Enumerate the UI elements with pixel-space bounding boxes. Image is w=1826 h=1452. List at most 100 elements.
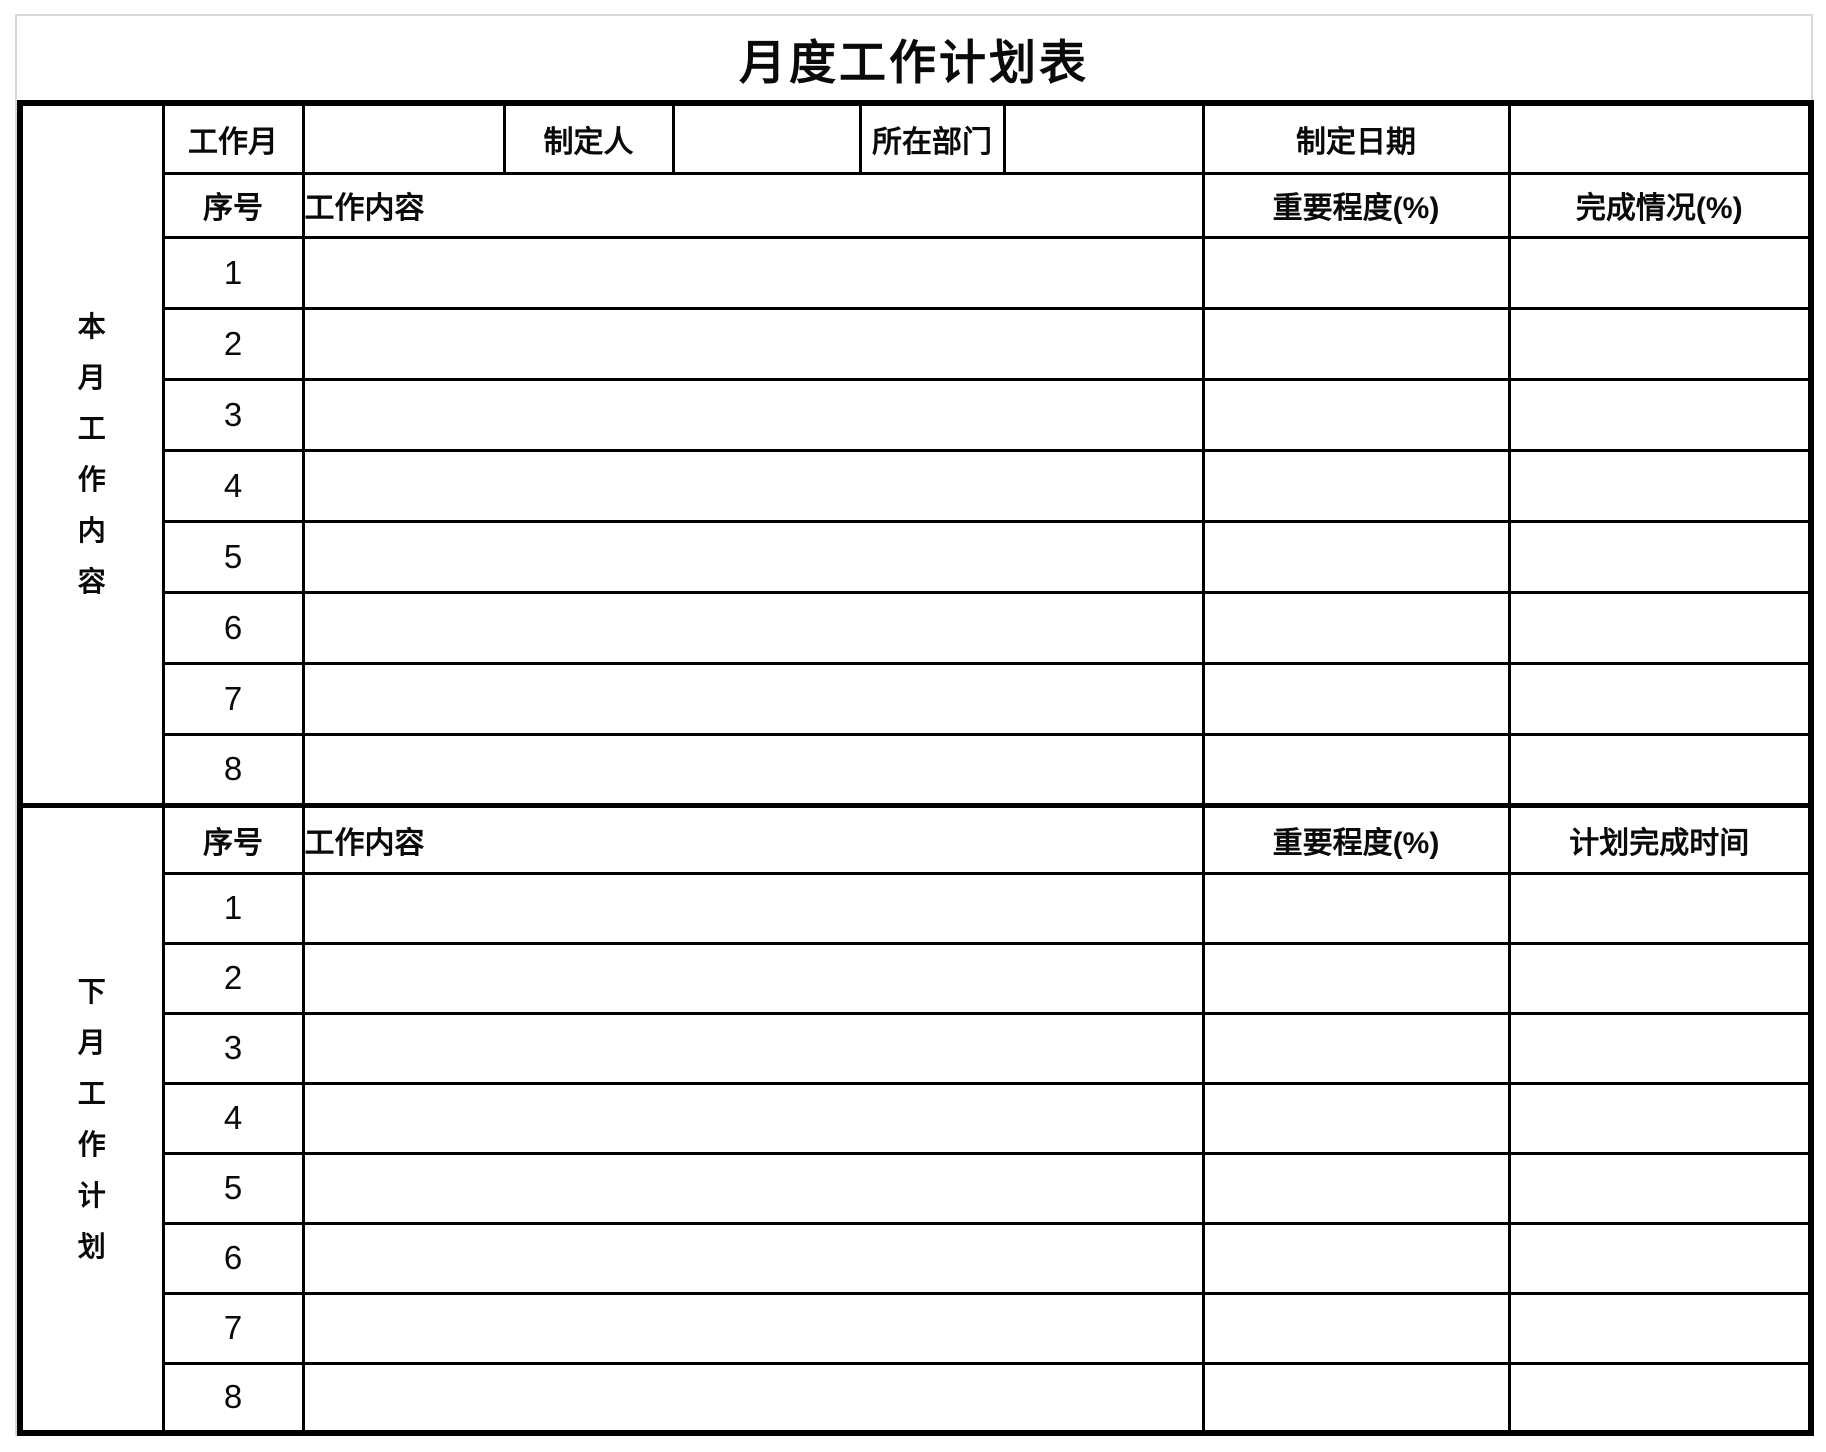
completion-cell[interactable] [1507, 519, 1813, 594]
row-number: 8 [161, 1361, 305, 1435]
importance-cell[interactable] [1201, 1081, 1511, 1155]
completion-cell[interactable] [1507, 306, 1813, 381]
content-cell[interactable] [301, 1361, 1205, 1435]
deadline-cell[interactable] [1507, 1081, 1813, 1155]
table-row: 3 [20, 1011, 1813, 1085]
section-current-header-row: 序号 工作内容 重要程度(%) 完成情况(%) [20, 171, 1813, 239]
table-row: 6 [20, 590, 1813, 665]
importance-cell[interactable] [1201, 732, 1511, 807]
date-value-cell[interactable] [1507, 101, 1813, 175]
content-cell[interactable] [301, 448, 1205, 523]
table-row: 3 [20, 377, 1813, 452]
work-month-label: 工作月 [161, 101, 305, 175]
table-row: 7 [20, 1291, 1813, 1365]
importance-cell[interactable] [1201, 306, 1511, 381]
content-cell[interactable] [301, 1011, 1205, 1085]
deadline-cell[interactable] [1507, 1361, 1813, 1435]
completion-cell[interactable] [1507, 235, 1813, 310]
row-number: 5 [161, 1151, 305, 1225]
table-row: 5 [20, 1151, 1813, 1225]
content-cell[interactable] [301, 377, 1205, 452]
section-current-side-label: 本 月 工 作 内 容 [18, 101, 165, 807]
info-header-row: 本 月 工 作 内 容 工作月 制定人 所在部门 制定日期 [18, 101, 1813, 807]
row-number: 7 [161, 1291, 305, 1365]
monthly-plan-table: 本 月 工 作 内 容 工作月 制定人 所在部门 制定日期 序号 工作内容 重要… [17, 100, 1814, 1436]
col-header-importance: 重要程度(%) [1201, 802, 1511, 875]
col-header-content: 工作内容 [301, 171, 1205, 239]
work-month-value-cell[interactable] [301, 101, 506, 175]
row-number: 5 [161, 519, 305, 594]
content-cell[interactable] [301, 941, 1205, 1015]
table-row: 8 [20, 732, 1813, 807]
table-row: 5 [20, 519, 1813, 594]
content-cell[interactable] [301, 1221, 1205, 1295]
content-cell[interactable] [301, 1081, 1205, 1155]
deadline-cell[interactable] [1507, 1011, 1813, 1085]
page-title: 月度工作计划表 [739, 35, 1089, 89]
row-number: 1 [161, 871, 305, 945]
importance-cell[interactable] [1201, 590, 1511, 665]
completion-cell[interactable] [1507, 732, 1813, 807]
table-row: 4 [20, 448, 1813, 523]
creator-value-cell[interactable] [671, 101, 862, 175]
row-number: 3 [161, 1011, 305, 1085]
department-value-cell[interactable] [1002, 101, 1205, 175]
completion-cell[interactable] [1507, 448, 1813, 523]
importance-cell[interactable] [1201, 377, 1511, 452]
importance-cell[interactable] [1201, 1361, 1511, 1435]
deadline-cell[interactable] [1507, 941, 1813, 1015]
col-header-no: 序号 [161, 171, 305, 239]
table-row: 2 [20, 941, 1813, 1015]
content-cell[interactable] [301, 1151, 1205, 1225]
importance-cell[interactable] [1201, 448, 1511, 523]
table-row: 6 [20, 1221, 1813, 1295]
importance-cell[interactable] [1201, 235, 1511, 310]
col-header-deadline: 计划完成时间 [1507, 802, 1813, 875]
content-cell[interactable] [301, 519, 1205, 594]
content-cell[interactable] [301, 590, 1205, 665]
content-cell[interactable] [301, 732, 1205, 807]
table-row: 4 [20, 1081, 1813, 1155]
importance-cell[interactable] [1201, 519, 1511, 594]
row-number: 7 [161, 661, 305, 736]
content-cell[interactable] [301, 235, 1205, 310]
row-number: 6 [161, 590, 305, 665]
section-next-side-label: 下 月 工 作 计 划 [18, 802, 165, 1435]
department-label: 所在部门 [858, 101, 1006, 175]
row-number: 4 [161, 448, 305, 523]
table-row: 2 [20, 306, 1813, 381]
importance-cell[interactable] [1201, 871, 1511, 945]
content-cell[interactable] [301, 1291, 1205, 1365]
title-bar: 月度工作计划表 [17, 16, 1811, 100]
deadline-cell[interactable] [1507, 1221, 1813, 1295]
col-header-importance: 重要程度(%) [1201, 171, 1511, 239]
deadline-cell[interactable] [1507, 1151, 1813, 1225]
importance-cell[interactable] [1201, 1221, 1511, 1295]
row-number: 8 [161, 732, 305, 807]
row-number: 2 [161, 941, 305, 1015]
importance-cell[interactable] [1201, 941, 1511, 1015]
completion-cell[interactable] [1507, 661, 1813, 736]
content-cell[interactable] [301, 661, 1205, 736]
deadline-cell[interactable] [1507, 1291, 1813, 1365]
importance-cell[interactable] [1201, 1151, 1511, 1225]
print-area: 月度工作计划表 本 月 工 作 内 容 工作月 制定人 所 [15, 14, 1814, 1436]
date-label: 制定日期 [1201, 101, 1511, 175]
row-number: 1 [161, 235, 305, 310]
col-header-completion: 完成情况(%) [1507, 171, 1813, 239]
completion-cell[interactable] [1507, 590, 1813, 665]
row-number: 3 [161, 377, 305, 452]
importance-cell[interactable] [1201, 661, 1511, 736]
deadline-cell[interactable] [1507, 871, 1813, 945]
col-header-content: 工作内容 [301, 802, 1205, 875]
completion-cell[interactable] [1507, 377, 1813, 452]
content-cell[interactable] [301, 306, 1205, 381]
table-row: 8 [20, 1361, 1813, 1435]
importance-cell[interactable] [1201, 1291, 1511, 1365]
content-cell[interactable] [301, 871, 1205, 945]
row-number: 2 [161, 306, 305, 381]
importance-cell[interactable] [1201, 1011, 1511, 1085]
row-number: 4 [161, 1081, 305, 1155]
row-number: 6 [161, 1221, 305, 1295]
